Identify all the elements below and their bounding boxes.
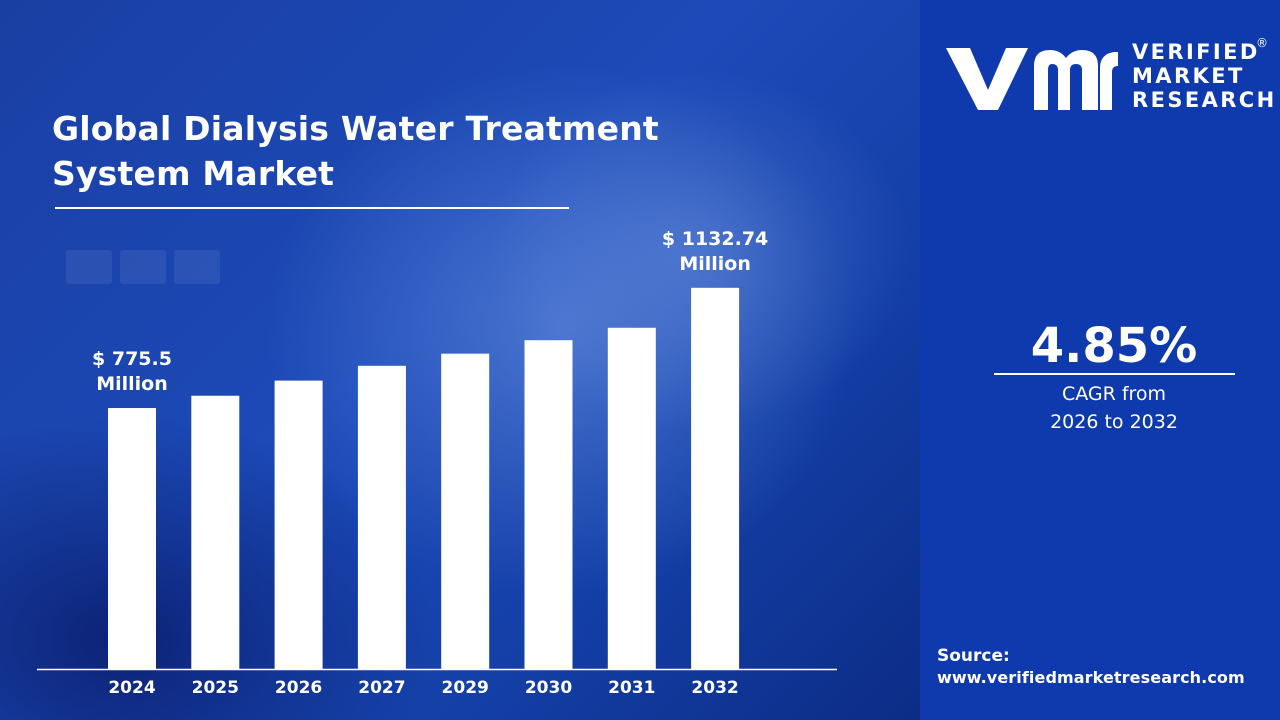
bar-2024 <box>108 408 156 669</box>
background-decoration <box>66 250 112 284</box>
bar-2026 <box>274 380 323 669</box>
x-tick-label-2025: 2025 <box>192 678 239 698</box>
x-tick-label-2030: 2030 <box>525 678 572 698</box>
data-label-unit-2032: Million <box>679 253 751 275</box>
x-tick-label-2024: 2024 <box>108 678 155 698</box>
bar-2025 <box>191 395 240 669</box>
title-line-2: System Market <box>52 154 335 193</box>
x-tick-label-2031: 2031 <box>608 678 655 698</box>
title-line-1: Global Dialysis Water Treatment <box>52 109 659 148</box>
data-label-unit-2024: Million <box>96 373 168 395</box>
source-label: Source: <box>937 646 1010 666</box>
x-tick-label-2029: 2029 <box>442 678 489 698</box>
x-tick-label-2026: 2026 <box>275 678 322 698</box>
brand-line-3: RESEARCH <box>1132 88 1277 112</box>
x-tick-label-2032: 2032 <box>691 678 738 698</box>
cagr-caption-line-1: CAGR from <box>1061 383 1167 405</box>
bar-2032 <box>691 287 740 669</box>
bar-2030 <box>524 340 573 669</box>
cagr-caption-line-2: 2026 to 2032 <box>1050 411 1178 433</box>
cagr-caption: CAGR from 2026 to 2032 <box>994 380 1234 436</box>
cagr-divider <box>994 373 1235 375</box>
left-panel: Global Dialysis Water Treatment System M… <box>0 0 920 720</box>
x-tick-label-2027: 2027 <box>358 678 405 698</box>
vmr-logo-icon <box>946 48 1118 110</box>
brand-line-2: MARKET <box>1132 64 1245 88</box>
brand-name: VERIFIED MARKET RESEARCH <box>1132 40 1277 112</box>
cagr-value: 4.85% <box>1030 318 1198 374</box>
registered-mark: ® <box>1256 36 1268 50</box>
bar-2027 <box>357 365 406 669</box>
bar-2029 <box>441 353 490 669</box>
data-label-value-2024: $ 775.5 <box>92 348 172 370</box>
brand-logo: VERIFIED MARKET RESEARCH ® <box>940 36 1274 118</box>
brand-line-1: VERIFIED <box>1132 40 1260 64</box>
title-underline <box>55 207 569 209</box>
background-decoration <box>174 250 220 284</box>
page-title: Global Dialysis Water Treatment System M… <box>52 106 752 196</box>
background-decoration <box>120 250 166 284</box>
right-panel: VERIFIED MARKET RESEARCH ® 4.85% CAGR fr… <box>920 0 1280 720</box>
bar-chart: 2024 2025 2026 2027 2029 2030 2031 2032 $ 775.5 M… <box>37 228 837 698</box>
bar-2031 <box>607 327 656 669</box>
data-label-value-2032: $ 1132.74 <box>662 228 768 250</box>
source-link[interactable]: www.verifiedmarketresearch.com <box>937 668 1245 687</box>
